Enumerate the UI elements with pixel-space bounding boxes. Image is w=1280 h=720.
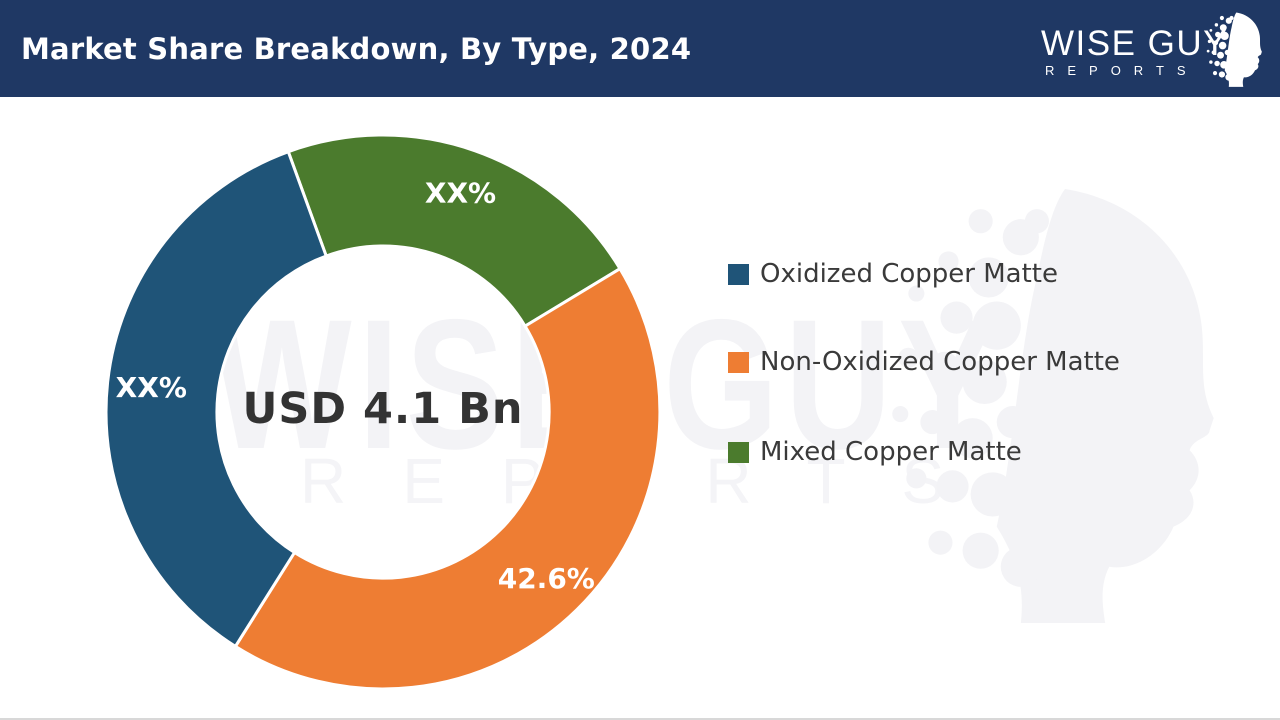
wise-guy-reports-logo: WISE GUY REPORTS [1041, 8, 1266, 92]
legend-swatch-green [728, 441, 749, 463]
legend-label: Oxidized Copper Matte [760, 259, 1058, 289]
bottom-border [0, 718, 1280, 720]
donut-segment-oxidized-copper-matte [104, 149, 329, 649]
segment-label: XX% [116, 371, 187, 404]
chart-area: WISE GUY REPORTS XX%42.6%XX% USD 4.1 Bn … [0, 97, 1280, 720]
donut-chart: XX% 42.6% XX% [104, 133, 662, 691]
page-title: Market Share Breakdown, By Type, 2024 [21, 31, 692, 66]
donut-segment-mixed-copper-matte [286, 133, 623, 329]
legend-label: Non-Oxidized Copper Matte [760, 347, 1120, 377]
legend-item-oxidized-copper-matte: Oxidized Copper Matte [728, 259, 1058, 289]
legend-swatch-orange [728, 351, 749, 373]
legend-swatch-blue [728, 263, 749, 285]
legend-item-non-oxidized-copper-matte: Non-Oxidized Copper Matte [728, 347, 1120, 377]
segment-label: XX% [425, 176, 496, 209]
logo-wordmark: WISE GUY [1040, 23, 1228, 63]
donut-segment-non-oxidized-copper-matte [233, 266, 662, 691]
segment-label: 42.6% [498, 562, 595, 595]
legend-label: Mixed Copper Matte [760, 437, 1022, 467]
logo-text: WISE GUY REPORTS [1041, 26, 1228, 77]
donut-center-value: USD 4.1 Bn [242, 384, 524, 434]
logo-subtitle: REPORTS [1044, 62, 1199, 78]
legend-item-mixed-copper-matte: Mixed Copper Matte [728, 437, 1022, 467]
head-silhouette-icon [1206, 12, 1262, 87]
header: Market Share Breakdown, By Type, 2024 WI… [0, 0, 1280, 97]
